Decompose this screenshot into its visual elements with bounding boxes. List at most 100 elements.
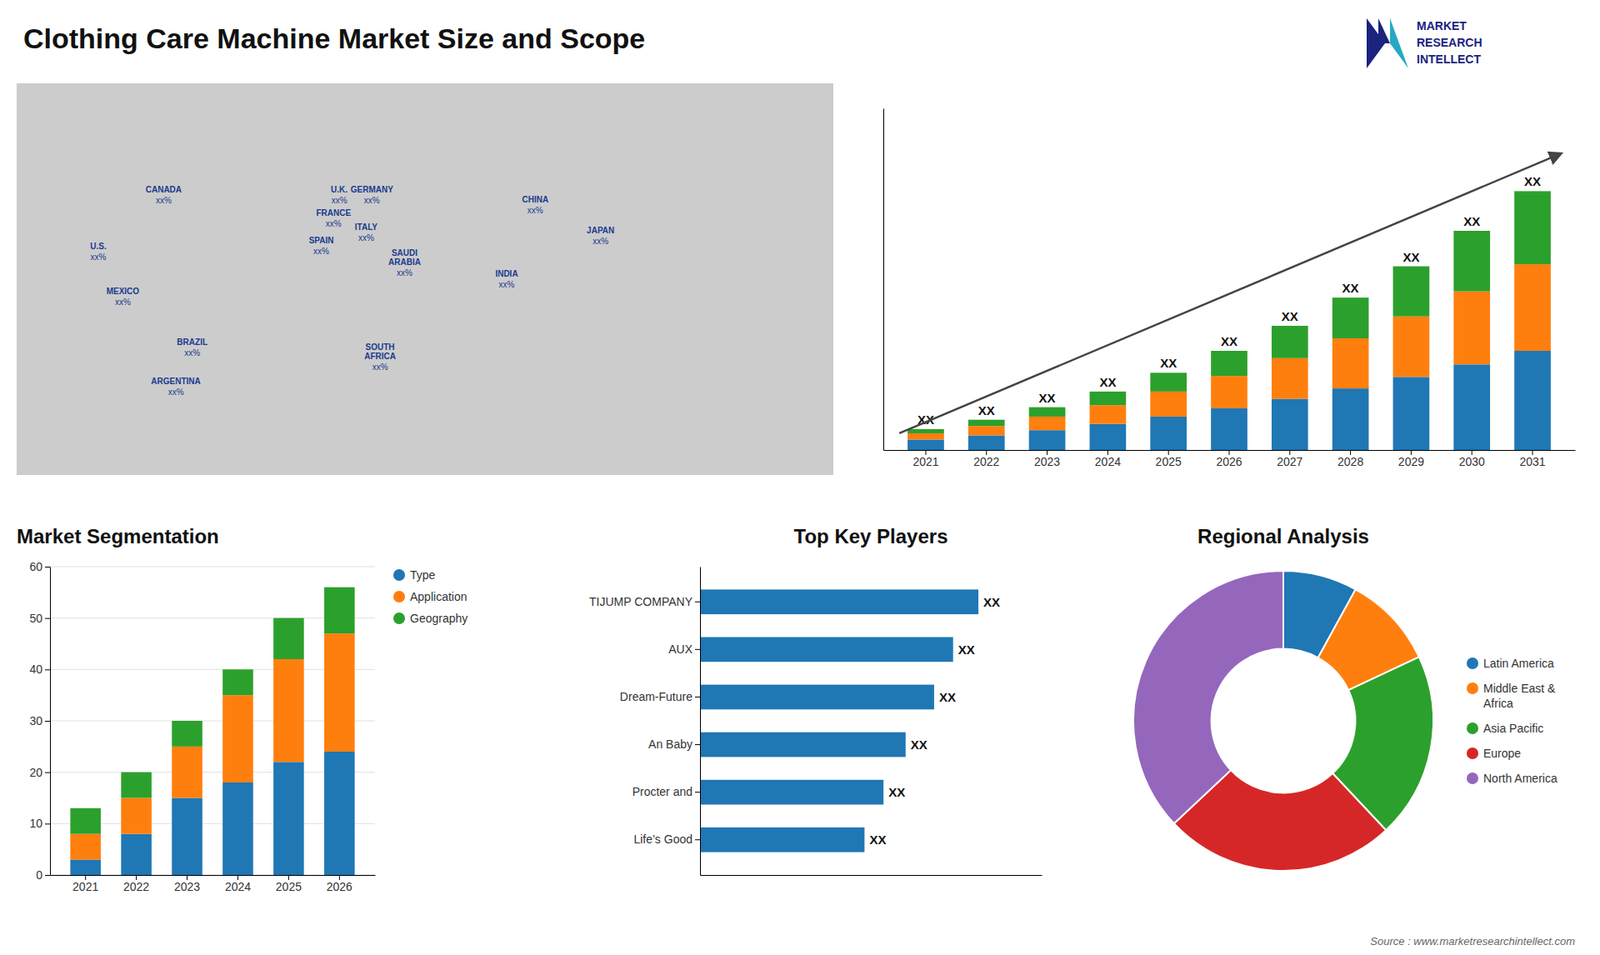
bar (1271, 325, 1309, 359)
bar-annotation: XX (978, 403, 995, 418)
x-axis-tick: 2025 (1155, 450, 1182, 469)
y-axis-tick-mark (45, 875, 50, 876)
x-axis-tick: 2022 (123, 875, 150, 894)
legend: Latin America Middle East &Africa Asia Pac… (1466, 656, 1558, 785)
map-label: ARGENTINA (150, 376, 200, 386)
legend-marker (393, 612, 405, 625)
bar (324, 751, 355, 875)
map-label: MEXICO (106, 286, 140, 296)
y-axis-tick-label: Dream-Future (620, 690, 693, 704)
text-line: JAPAN (586, 225, 615, 235)
bar (700, 732, 906, 758)
map-value-label: xx% (358, 233, 375, 243)
x-axis-line (50, 875, 376, 876)
x-axis-tick: 2029 (1398, 450, 1425, 469)
source-text: Source : www.marketresearchintellect.com (1370, 935, 1575, 948)
data-label: XX (910, 737, 928, 752)
trend-arrow (899, 153, 1561, 434)
bar (222, 669, 254, 695)
y-axis-tick: 0 (35, 868, 50, 882)
x-axis-tick: 2027 (1276, 450, 1303, 469)
text-line: FRANCE (315, 208, 351, 218)
bar-annotation: XX (1463, 214, 1480, 229)
map-label: U.S. (90, 241, 107, 251)
legend-item: North America (1466, 771, 1558, 785)
legend-marker (1466, 772, 1479, 785)
y-axis-tick: TIJUMP COMPANY (589, 595, 700, 609)
y-axis-tick-mark (45, 720, 50, 722)
legend-label: Latin America (1483, 656, 1555, 670)
bar (171, 746, 203, 799)
bar (700, 780, 884, 805)
x-axis-tick-label: 2029 (1398, 455, 1425, 469)
bar-annotation: XX (1160, 355, 1177, 370)
map-label: INDIA (495, 269, 518, 279)
x-axis-tick: 2026 (1215, 450, 1242, 469)
data-label: XX (958, 642, 975, 657)
y-axis-tick-mark (45, 772, 50, 774)
y-axis-tick-label: An Baby (648, 737, 693, 751)
bar (1453, 230, 1490, 292)
map-label: SOUTHAFRICA (364, 342, 396, 361)
y-axis-tick: 10 (29, 816, 50, 830)
bar (222, 695, 254, 783)
bar (120, 772, 152, 799)
map-label: CANADA (145, 185, 182, 195)
map-value-label: xx% (168, 387, 185, 397)
x-axis: 2021202220232024202520262027202820292030… (884, 450, 1576, 469)
data-label: XX (939, 690, 956, 705)
x-axis-tick: 2023 (174, 875, 200, 894)
bar (324, 633, 355, 752)
bar (1453, 364, 1490, 450)
text-line: CHINA (521, 195, 549, 205)
text-line: AFRICA (364, 351, 396, 361)
legend-item: Middle East &Africa (1466, 681, 1556, 710)
x-axis-tick-label: 2024 (225, 880, 251, 894)
logo-text: INTELLECT (1416, 52, 1481, 66)
legend-item: Asia Pacific (1466, 721, 1544, 735)
bar (171, 798, 203, 876)
y-axis-tick: 20 (29, 765, 50, 780)
chart-title: Top Key Players (794, 525, 949, 548)
legend-label: Type (410, 568, 436, 582)
x-axis-tick-label: 2025 (1155, 455, 1182, 469)
x-axis-tick-label: 2024 (1095, 455, 1121, 469)
grid-line (50, 566, 375, 568)
bar (1332, 297, 1370, 339)
text-line: Asia Pacific (1483, 721, 1544, 735)
legend-marker (393, 569, 405, 581)
bar (1150, 416, 1187, 450)
x-axis-tick: 2030 (1459, 450, 1485, 469)
text-line: BRAZIL (176, 337, 208, 347)
bar (171, 720, 203, 747)
legend-label: Asia Pacific (1483, 721, 1544, 735)
bar (273, 659, 305, 762)
map-value-label: xx% (331, 195, 348, 205)
legend-item: Application (393, 590, 468, 604)
bar (907, 429, 945, 434)
text-line: SOUTH (365, 342, 395, 352)
y-axis-tick-mark (45, 618, 50, 620)
legend-item: Geography (393, 611, 468, 625)
y-axis-tick-label: Life’s Good (633, 832, 693, 846)
bar (1514, 350, 1551, 450)
bar-annotation: XX (1342, 280, 1360, 295)
x-axis-tick: 2031 (1519, 450, 1545, 469)
x-axis-tick-label: 2025 (275, 880, 302, 894)
x-axis-tick-label: 2021 (912, 455, 939, 469)
map-label: CHINA (521, 195, 549, 205)
x-axis-tick: 2028 (1337, 450, 1364, 469)
legend-label: Geography (410, 611, 468, 625)
bar (1090, 405, 1127, 425)
y-axis-tick-mark (45, 669, 50, 670)
x-axis-tick-label: 2026 (326, 880, 353, 894)
y-axis-tick-mark (695, 649, 700, 650)
hbar-chart: XXXXXXXXXXXXTIJUMP COMPANYAUXDream-Futur… (589, 567, 1042, 876)
legend-marker (1466, 747, 1479, 760)
legend-item: Europe (1466, 746, 1521, 760)
text-line: SAUDI (391, 248, 418, 258)
x-axis-tick-label: 2022 (123, 880, 150, 894)
map-background (16, 83, 834, 475)
bar (1090, 391, 1127, 405)
text-line: Middle East & (1483, 681, 1556, 695)
